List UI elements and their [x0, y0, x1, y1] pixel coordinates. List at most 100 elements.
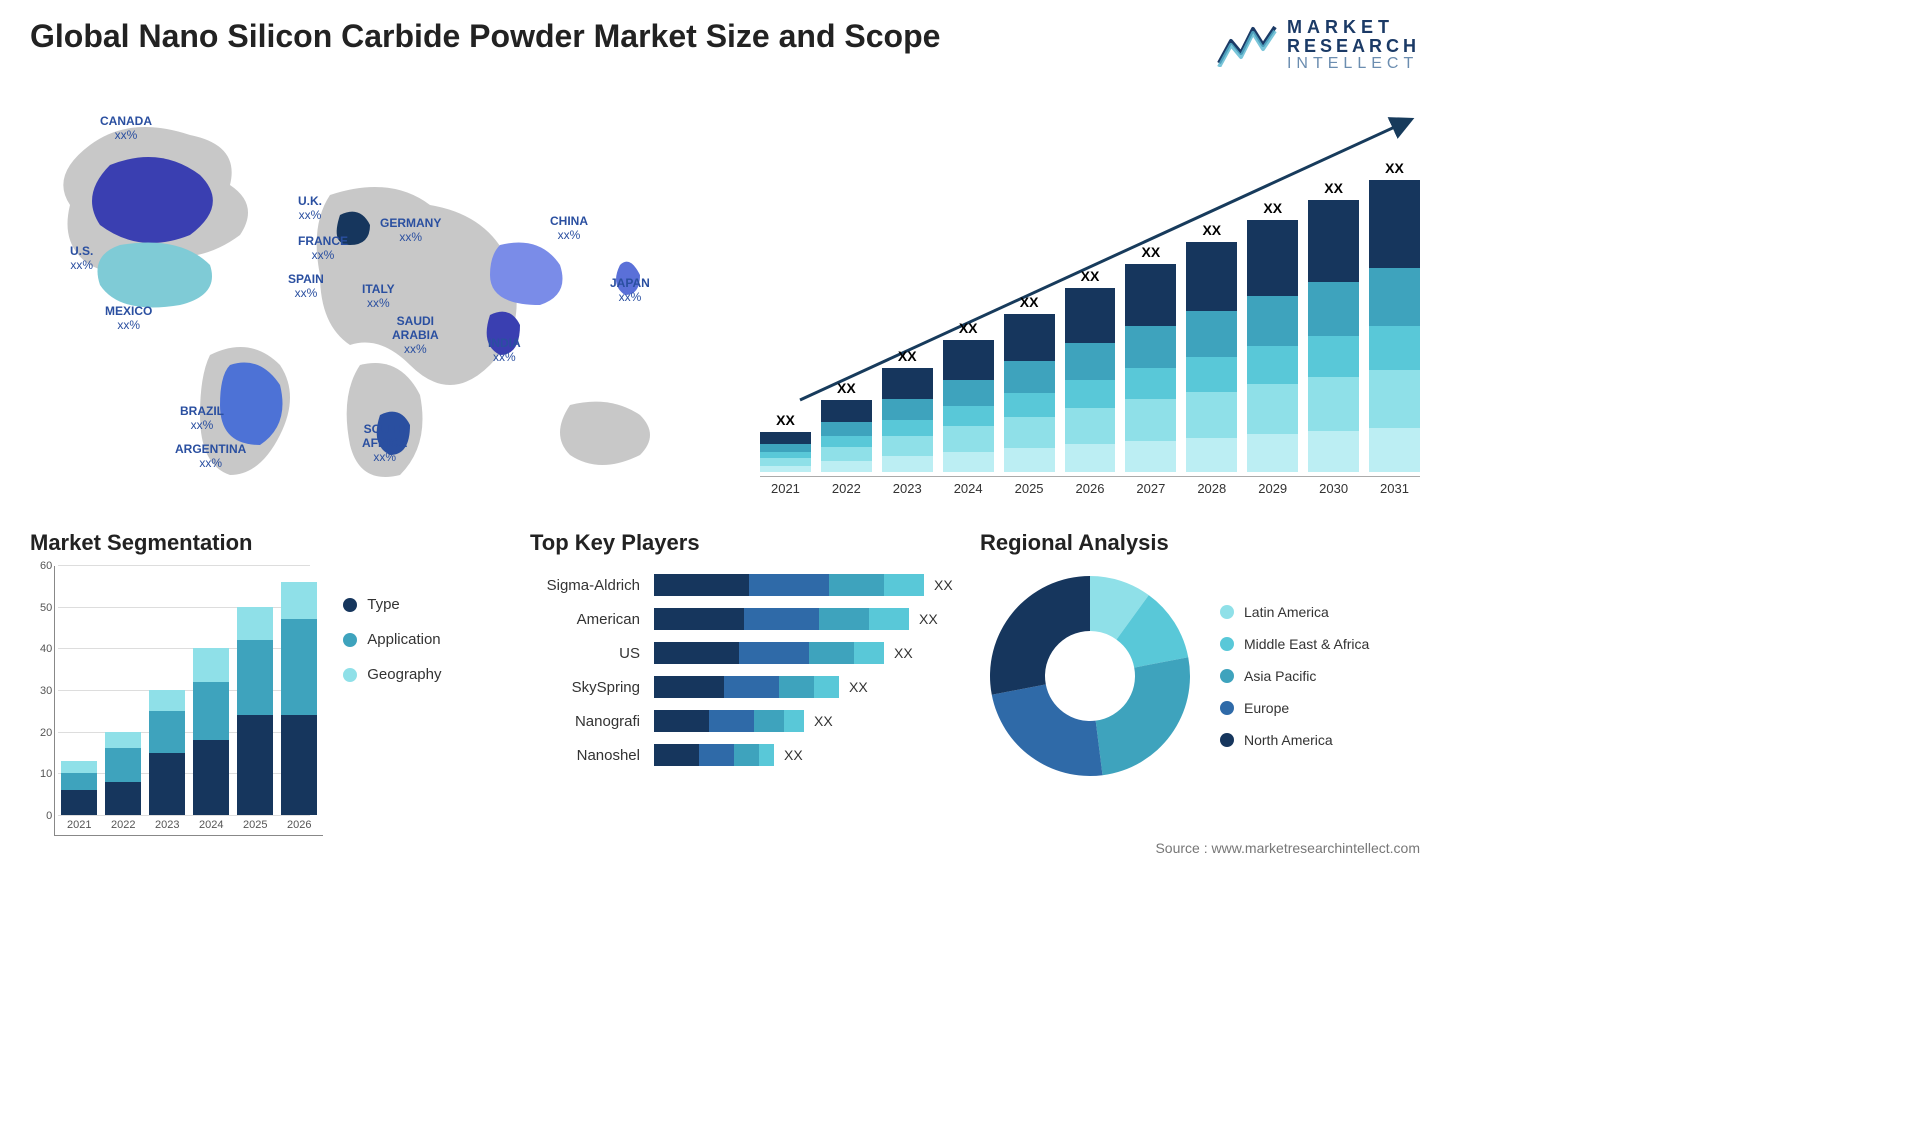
legend-swatch-icon [343, 668, 357, 682]
legend-swatch-icon [1220, 669, 1234, 683]
seg-bar-segment-application [237, 640, 273, 715]
seg-bar-segment-type [105, 782, 141, 815]
map-label-canada: CANADAxx% [100, 115, 152, 143]
growth-bar-2031: XX [1369, 160, 1420, 472]
legend-swatch-icon [343, 598, 357, 612]
key-player-bar-segment [779, 676, 814, 698]
key-player-bar [654, 676, 839, 698]
seg-bar-2022: 2022 [105, 732, 141, 815]
world-map: CANADAxx%U.S.xx%MEXICOxx%BRAZILxx%ARGENT… [30, 105, 710, 505]
growth-xaxis-label: 2023 [882, 481, 933, 500]
legend-swatch-icon [1220, 605, 1234, 619]
growth-bar-segment [1065, 408, 1116, 445]
key-player-row: Nanoshel XX [530, 744, 960, 766]
regional-legend-item: Asia Pacific [1220, 668, 1369, 684]
segmentation-yaxis: 0102030405060 [30, 566, 55, 836]
key-player-name: Nanoshel [530, 747, 640, 764]
seg-xaxis-label: 2021 [67, 819, 91, 831]
growth-bar-segment [882, 399, 933, 420]
growth-bar-segment [1004, 314, 1055, 361]
growth-bar-segment [1065, 288, 1116, 343]
donut-slice-asia-pacific [1096, 657, 1190, 775]
growth-bar-segment [1186, 311, 1237, 357]
segmentation-legend: TypeApplicationGeography [323, 566, 460, 836]
segmentation-chart: 0102030405060 202120222023202420252026 T… [30, 566, 460, 836]
growth-bar-segment [821, 436, 872, 447]
logo-mark-icon [1217, 23, 1277, 67]
growth-bar-segment [1065, 380, 1116, 408]
growth-bar-value: XX [1020, 294, 1039, 310]
seg-bar-2026: 2026 [281, 582, 317, 815]
seg-legend-item: Type [343, 596, 460, 613]
growth-bar-2021: XX [760, 412, 811, 472]
legend-label: Latin America [1244, 604, 1329, 620]
logo-line3: INTELLECT [1287, 56, 1420, 73]
key-player-bar-segment [884, 574, 924, 596]
key-player-row: Sigma-AldrichXX [530, 574, 960, 596]
growth-bar-value: XX [776, 412, 795, 428]
seg-bar-2025: 2025 [237, 607, 273, 815]
legend-label: North America [1244, 732, 1333, 748]
key-player-bar-segment [749, 574, 829, 596]
key-player-bar-segment [739, 642, 809, 664]
growth-xaxis-label: 2022 [821, 481, 872, 500]
key-player-name: American [530, 611, 640, 628]
growth-bar-segment [1369, 428, 1420, 472]
seg-bar-segment-geography [105, 732, 141, 749]
legend-label: Middle East & Africa [1244, 636, 1369, 652]
regional-title: Regional Analysis [980, 530, 1420, 556]
key-players-chart: Sigma-AldrichXXAmericanXXUSXXSkySpringXX… [530, 574, 960, 766]
key-player-name: SkySpring [530, 679, 640, 696]
key-player-bar-segment [759, 744, 774, 766]
growth-bar-segment [1308, 282, 1359, 336]
key-player-value: XX [919, 611, 938, 627]
seg-ytick: 50 [40, 602, 52, 614]
regional-legend-item: Latin America [1220, 604, 1369, 620]
key-player-bar-segment [784, 710, 804, 732]
growth-bar-2025: XX [1004, 294, 1055, 472]
growth-bar-2027: XX [1125, 244, 1176, 472]
key-player-bar [654, 608, 909, 630]
logo-line2: RESEARCH [1287, 37, 1420, 56]
growth-bar-segment [1125, 399, 1176, 441]
seg-ytick: 30 [40, 685, 52, 697]
key-players-title: Top Key Players [530, 530, 960, 556]
legend-label: Asia Pacific [1244, 668, 1316, 684]
map-label-mexico: MEXICOxx% [105, 305, 152, 333]
growth-bar-2024: XX [943, 320, 994, 472]
growth-xaxis-label: 2027 [1125, 481, 1176, 500]
growth-bar-segment [1186, 392, 1237, 438]
growth-bar-segment [1247, 434, 1298, 472]
growth-xaxis-label: 2028 [1186, 481, 1237, 500]
regional-legend-item: Middle East & Africa [1220, 636, 1369, 652]
key-player-bar-segment [829, 574, 884, 596]
key-player-bar-segment [854, 642, 884, 664]
market-growth-chart: XXXXXXXXXXXXXXXXXXXXXX 20212022202320242… [760, 100, 1420, 500]
page-title: Global Nano Silicon Carbide Powder Marke… [30, 18, 940, 55]
key-player-bar-segment [724, 676, 779, 698]
seg-xaxis-label: 2024 [199, 819, 223, 831]
seg-bar-2024: 2024 [193, 648, 229, 815]
key-player-bar-segment [654, 710, 709, 732]
key-player-bar-segment [654, 574, 749, 596]
key-player-name: US [530, 645, 640, 662]
legend-label: Europe [1244, 700, 1289, 716]
growth-bar-segment [882, 436, 933, 457]
seg-xaxis-label: 2022 [111, 819, 135, 831]
growth-bar-2026: XX [1065, 268, 1116, 472]
key-player-bar-segment [654, 744, 699, 766]
legend-label: Type [367, 596, 400, 613]
key-player-row: NanografiXX [530, 710, 960, 732]
growth-bar-segment [1125, 441, 1176, 472]
growth-bar-segment [821, 461, 872, 472]
key-player-value: XX [784, 747, 803, 763]
growth-xaxis-label: 2025 [1004, 481, 1055, 500]
seg-ytick: 60 [40, 560, 52, 572]
map-label-argentina: ARGENTINAxx% [175, 443, 246, 471]
segmentation-title: Market Segmentation [30, 530, 460, 556]
market-segmentation-block: Market Segmentation 0102030405060 202120… [30, 530, 460, 836]
map-label-south-africa: SOUTHAFRICAxx% [362, 423, 407, 464]
seg-ytick: 20 [40, 727, 52, 739]
growth-bar-segment [1247, 296, 1298, 346]
growth-bar-segment [1004, 448, 1055, 472]
